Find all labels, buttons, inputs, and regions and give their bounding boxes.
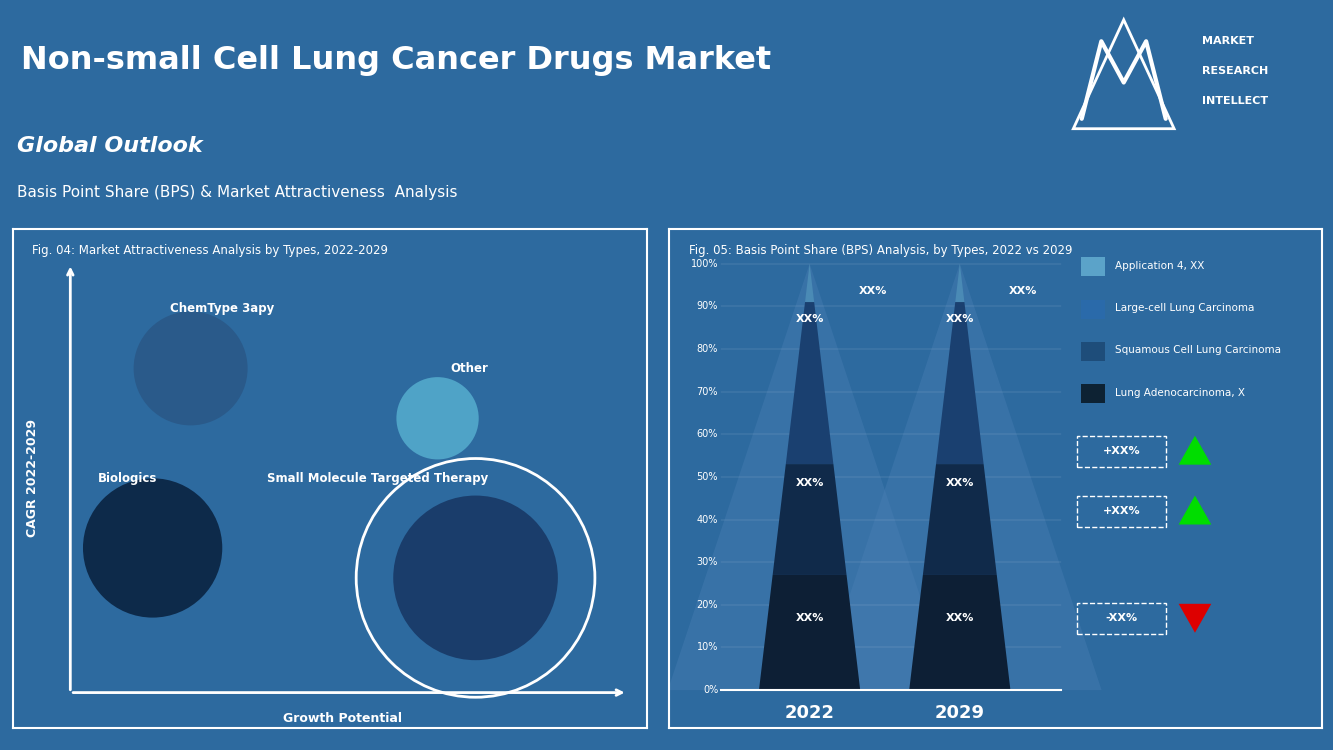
Polygon shape [805, 264, 814, 302]
Text: Non-small Cell Lung Cancer Drugs Market: Non-small Cell Lung Cancer Drugs Market [21, 45, 770, 76]
Text: Biologics: Biologics [97, 472, 157, 484]
Text: 60%: 60% [697, 429, 718, 439]
Text: 2022: 2022 [785, 704, 834, 722]
Text: 70%: 70% [697, 386, 718, 397]
Text: XX%: XX% [858, 286, 886, 296]
Text: 90%: 90% [697, 302, 718, 311]
Text: INTELLECT: INTELLECT [1202, 96, 1268, 106]
Bar [1081, 342, 1105, 361]
Text: Small Molecule Targeted Therapy: Small Molecule Targeted Therapy [267, 472, 488, 484]
Text: Large-cell Lung Carcinoma: Large-cell Lung Carcinoma [1114, 303, 1254, 313]
Text: XX%: XX% [945, 613, 974, 622]
Text: MARKET: MARKET [1202, 36, 1254, 46]
Polygon shape [1178, 604, 1212, 633]
Polygon shape [773, 464, 846, 575]
Text: XX%: XX% [1009, 286, 1037, 296]
Text: Basis Point Share (BPS) & Market Attractiveness  Analysis: Basis Point Share (BPS) & Market Attract… [17, 185, 457, 200]
Text: XX%: XX% [945, 314, 974, 323]
Text: +XX%: +XX% [1102, 446, 1140, 456]
Text: XX%: XX% [796, 478, 824, 488]
Polygon shape [922, 464, 997, 575]
Polygon shape [668, 264, 952, 690]
Ellipse shape [393, 496, 559, 660]
Polygon shape [758, 575, 860, 690]
Polygon shape [956, 264, 964, 302]
Bar [1081, 384, 1105, 404]
Polygon shape [1178, 496, 1212, 524]
Polygon shape [786, 302, 833, 464]
Text: 30%: 30% [697, 557, 718, 567]
Text: 20%: 20% [697, 600, 718, 610]
Bar [1081, 299, 1105, 319]
Text: RESEARCH: RESEARCH [1202, 66, 1268, 76]
Text: XX%: XX% [796, 613, 824, 622]
Ellipse shape [133, 311, 248, 425]
Text: XX%: XX% [796, 314, 824, 323]
Text: CAGR 2022-2029: CAGR 2022-2029 [25, 419, 39, 537]
Text: Application 4, XX: Application 4, XX [1114, 261, 1204, 271]
Ellipse shape [396, 377, 479, 460]
Text: Growth Potential: Growth Potential [283, 712, 403, 725]
Polygon shape [1178, 436, 1212, 465]
Text: 50%: 50% [697, 472, 718, 482]
Text: Lung Adenocarcinoma, X: Lung Adenocarcinoma, X [1114, 388, 1245, 398]
Text: Other: Other [451, 362, 488, 375]
Text: Global Outlook: Global Outlook [17, 136, 203, 156]
Text: Fig. 05: Basis Point Share (BPS) Analysis, by Types, 2022 vs 2029: Fig. 05: Basis Point Share (BPS) Analysi… [689, 244, 1072, 256]
Text: -XX%: -XX% [1105, 613, 1137, 622]
Text: 2029: 2029 [934, 704, 985, 722]
Text: Fig. 04: Market Attractiveness Analysis by Types, 2022-2029: Fig. 04: Market Attractiveness Analysis … [32, 244, 388, 256]
Text: 0%: 0% [702, 685, 718, 695]
Text: 80%: 80% [697, 344, 718, 354]
Text: Squamous Cell Lung Carcinoma: Squamous Cell Lung Carcinoma [1114, 346, 1281, 355]
Text: ChemType 3apy: ChemType 3apy [171, 302, 275, 315]
Polygon shape [909, 575, 1010, 690]
Text: 40%: 40% [697, 514, 718, 524]
Text: XX%: XX% [945, 478, 974, 488]
Text: 10%: 10% [697, 643, 718, 652]
Text: +XX%: +XX% [1102, 506, 1140, 515]
Bar [1081, 257, 1105, 276]
Text: 100%: 100% [690, 259, 718, 268]
Polygon shape [936, 302, 984, 464]
Polygon shape [818, 264, 1101, 690]
Ellipse shape [83, 478, 223, 617]
